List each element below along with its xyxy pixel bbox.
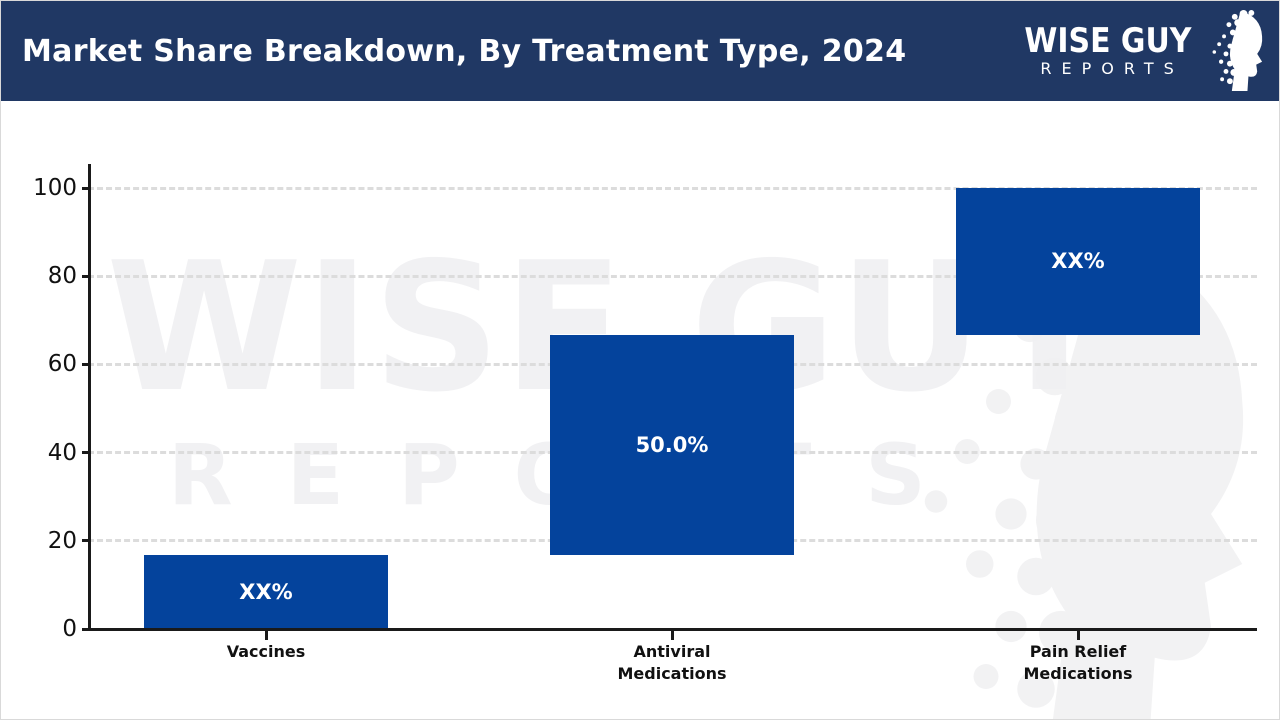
x-axis-tick-mark [670, 631, 674, 640]
x-axis-tick-mark [1076, 631, 1080, 640]
bar-value-label: XX% [1051, 249, 1105, 274]
y-axis-line [88, 164, 91, 631]
y-axis-tick-label: 60 [47, 351, 77, 378]
bar-segment-1 [144, 555, 388, 629]
y-axis-tick-mark [82, 186, 91, 190]
y-axis-tick-label: 100 [33, 175, 77, 201]
bar-segment-2 [550, 334, 794, 556]
chart-title: Market Share Breakdown, By Treatment Typ… [22, 34, 907, 69]
y-axis-tick-mark [82, 274, 91, 278]
bar-value-label: XX% [239, 580, 293, 605]
y-axis-tick-mark [82, 627, 91, 631]
gridline-y-100 [88, 186, 1257, 190]
x-axis-tick-mark [264, 631, 268, 640]
y-axis-tick-mark [82, 451, 91, 455]
header-bar: Market Share Breakdown, By Treatment Typ… [1, 1, 1279, 101]
y-axis-tick-label: 20 [47, 527, 77, 554]
x-axis-category-label: Pain Relief Medications [1023, 642, 1133, 683]
y-axis-tick-label: 0 [62, 616, 77, 642]
y-axis-tick-mark [82, 362, 91, 366]
brand-logo-line2: REPORTS [1040, 59, 1184, 79]
gridline-y-80 [88, 274, 1257, 278]
bar-value-label: 50.0% [635, 433, 709, 458]
y-axis-tick-label: 80 [47, 263, 77, 290]
brand-logo-line1: WISE GUY [1024, 20, 1192, 61]
x-axis-line [88, 628, 1257, 631]
brand-logo-face-dots-icon [1212, 10, 1263, 91]
x-axis-category-label: Vaccines [226, 642, 306, 661]
brand-logo-text: WISE GUY REPORTS [1013, 20, 1203, 79]
y-axis-tick-label: 40 [47, 439, 77, 466]
x-axis-category-label: Antiviral Medications [617, 642, 727, 683]
brand-logo: WISE GUY REPORTS [1013, 6, 1265, 94]
y-axis-tick-mark [82, 539, 91, 543]
